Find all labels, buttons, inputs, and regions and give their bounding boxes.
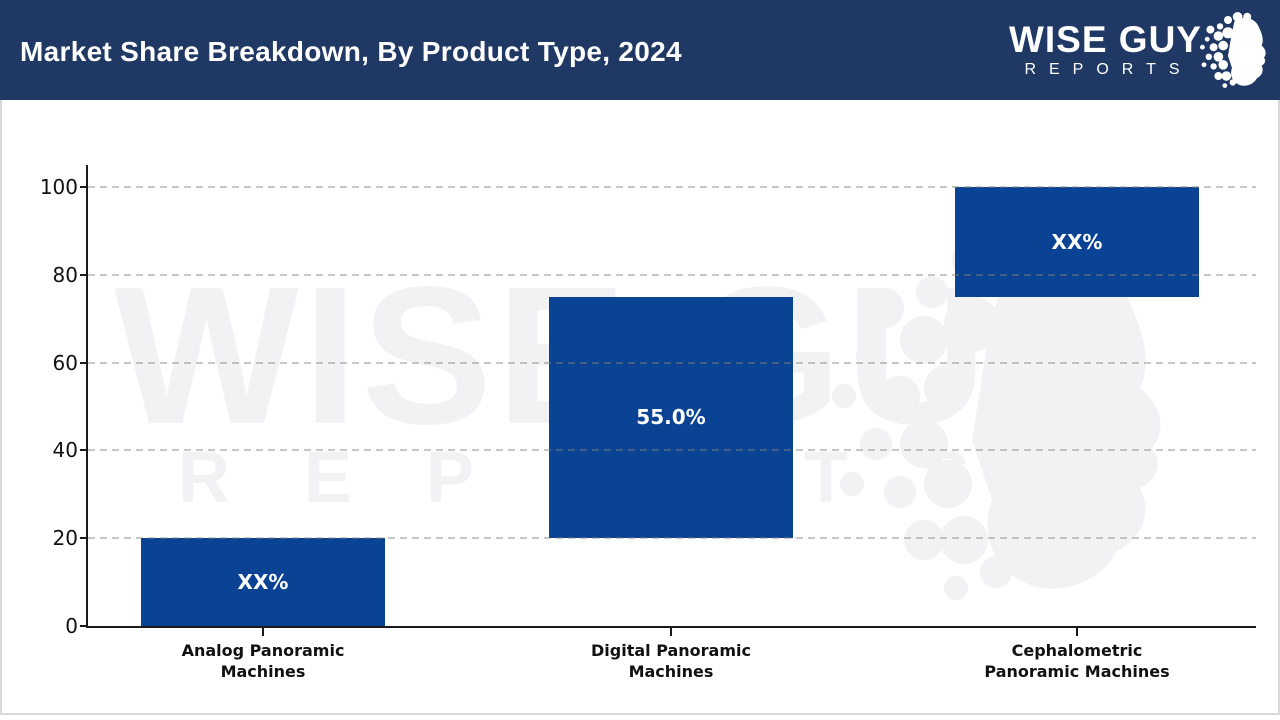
x-tick-1 <box>670 628 672 636</box>
gridline-20 <box>88 537 1256 540</box>
logo-wordmark: WISE GUY <box>1008 19 1202 60</box>
gridline-100 <box>88 186 1256 188</box>
x-tick-0 <box>262 628 264 636</box>
bar-value-label-2: XX% <box>1051 229 1103 254</box>
bar-2: XX% <box>955 187 1199 297</box>
category-label-line: Cephalometric <box>1011 641 1143 660</box>
category-label-1: Digital Panoramic Machines <box>521 640 821 682</box>
y-tick-label-20: 20 <box>52 526 78 551</box>
y-tick-label-80: 80 <box>52 262 78 287</box>
y-tick-20 <box>80 537 88 540</box>
y-axis-spine <box>86 165 88 628</box>
category-label-line: Machines <box>628 662 714 681</box>
gridline-60 <box>88 361 1256 364</box>
bar-0: XX% <box>141 538 385 626</box>
category-label-0: Analog Panoramic Machines <box>113 640 413 682</box>
y-tick-60 <box>80 361 88 364</box>
logo-face-icon <box>1200 12 1266 88</box>
category-label-line: Analog Panoramic <box>181 641 345 660</box>
bar-value-label-0: XX% <box>237 570 289 595</box>
y-tick-label-60: 60 <box>52 350 78 375</box>
bar-1: 55.0% <box>549 296 793 539</box>
y-tick-label-40: 40 <box>52 438 78 463</box>
x-tick-2 <box>1076 628 1078 636</box>
gridline-80 <box>88 273 1256 276</box>
header: Market Share Breakdown, By Product Type,… <box>0 0 1280 100</box>
wiseguy-logo: WISE GUY REPORTS <box>1009 8 1268 92</box>
y-tick-label-0: 0 <box>65 614 78 638</box>
gridline-40 <box>88 449 1256 452</box>
category-label-2: Cephalometric Panoramic Machines <box>927 640 1227 682</box>
bar-value-label-1: 55.0% <box>636 405 706 430</box>
y-tick-40 <box>80 449 88 452</box>
page-title: Market Share Breakdown, By Product Type,… <box>20 36 682 67</box>
logo-text: WISE GUY REPORTS <box>1009 21 1202 79</box>
category-label-line: Panoramic Machines <box>984 662 1170 681</box>
category-label-line: Machines <box>220 662 306 681</box>
x-axis-spine <box>86 626 1256 628</box>
logo-subtitle: REPORTS <box>1024 61 1193 78</box>
category-label-line: Digital Panoramic <box>590 641 751 660</box>
y-tick-label-100: 100 <box>39 175 78 199</box>
y-tick-0 <box>80 625 88 627</box>
y-tick-80 <box>80 273 88 276</box>
y-tick-100 <box>80 186 88 188</box>
